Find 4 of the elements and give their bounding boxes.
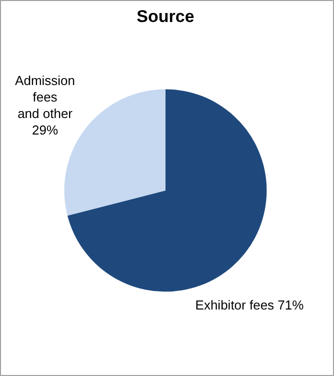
slice-label: Exhibitor fees 71% xyxy=(195,297,304,312)
slice-label: Admission fees and other xyxy=(15,73,76,122)
data-label: 29% xyxy=(32,122,58,138)
chart-title: Source xyxy=(136,6,194,26)
